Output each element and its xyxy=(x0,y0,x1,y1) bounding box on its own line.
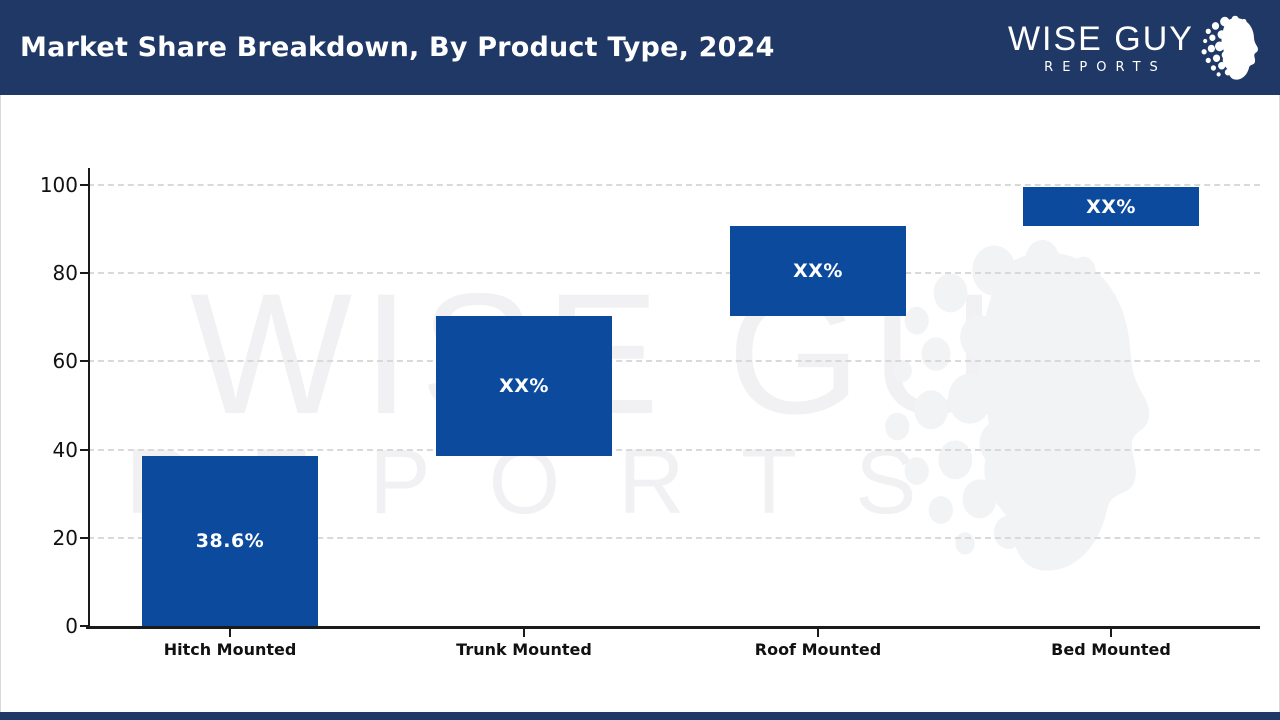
y-tick xyxy=(80,272,88,275)
y-tick-label: 40 xyxy=(52,437,78,462)
bar-value-label: XX% xyxy=(1086,195,1136,218)
gridline xyxy=(88,360,1260,363)
x-tick xyxy=(523,629,525,637)
bar-segment: XX% xyxy=(730,226,906,317)
header-band: Market Share Breakdown, By Product Type,… xyxy=(0,0,1280,95)
watermark-face-icon xyxy=(885,239,1150,571)
page-title: Market Share Breakdown, By Product Type,… xyxy=(20,32,775,63)
bar-value-label: XX% xyxy=(499,375,549,398)
wiseguy-logo-text: WISE GUY REPORTS xyxy=(1008,22,1194,74)
footer-band xyxy=(0,712,1280,720)
gridline xyxy=(88,448,1260,451)
bar-value-label: XX% xyxy=(793,260,843,283)
x-axis-line xyxy=(86,626,1260,629)
wiseguy-face-icon xyxy=(1201,15,1258,80)
wiseguy-logo: WISE GUY REPORTS xyxy=(1008,0,1262,95)
logo-name-text: WISE GUY xyxy=(1007,19,1194,58)
x-tick xyxy=(229,629,231,637)
y-tick-label: 80 xyxy=(52,261,78,286)
bar-segment: 38.6% xyxy=(142,455,318,626)
gridline xyxy=(88,272,1260,275)
bar-value-label: 38.6% xyxy=(195,529,265,552)
bar-segment: XX% xyxy=(436,316,612,456)
y-tick-label: 0 xyxy=(65,614,78,638)
y-tick-label: 20 xyxy=(52,525,78,550)
watermark-wiseguy-text: WISE GUY xyxy=(189,258,1131,450)
y-tick xyxy=(80,625,88,627)
gridline xyxy=(88,184,1260,186)
x-category-label: Roof Mounted xyxy=(754,640,882,659)
gridline xyxy=(88,536,1260,539)
x-category-label: Bed Mounted xyxy=(1051,640,1171,659)
x-tick xyxy=(817,629,819,637)
x-category-label: Trunk Mounted xyxy=(456,640,592,659)
y-tick xyxy=(80,184,88,186)
x-category-label: Hitch Mounted xyxy=(163,640,297,659)
y-tick-label: 60 xyxy=(52,349,78,374)
y-tick-label: 100 xyxy=(39,173,78,197)
y-axis-line xyxy=(88,168,90,628)
bar-segment: XX% xyxy=(1023,187,1199,227)
x-tick xyxy=(1110,629,1112,637)
y-tick xyxy=(80,448,88,451)
y-tick xyxy=(80,536,88,539)
logo-reports-text: REPORTS xyxy=(1044,59,1167,75)
y-tick xyxy=(80,360,88,363)
